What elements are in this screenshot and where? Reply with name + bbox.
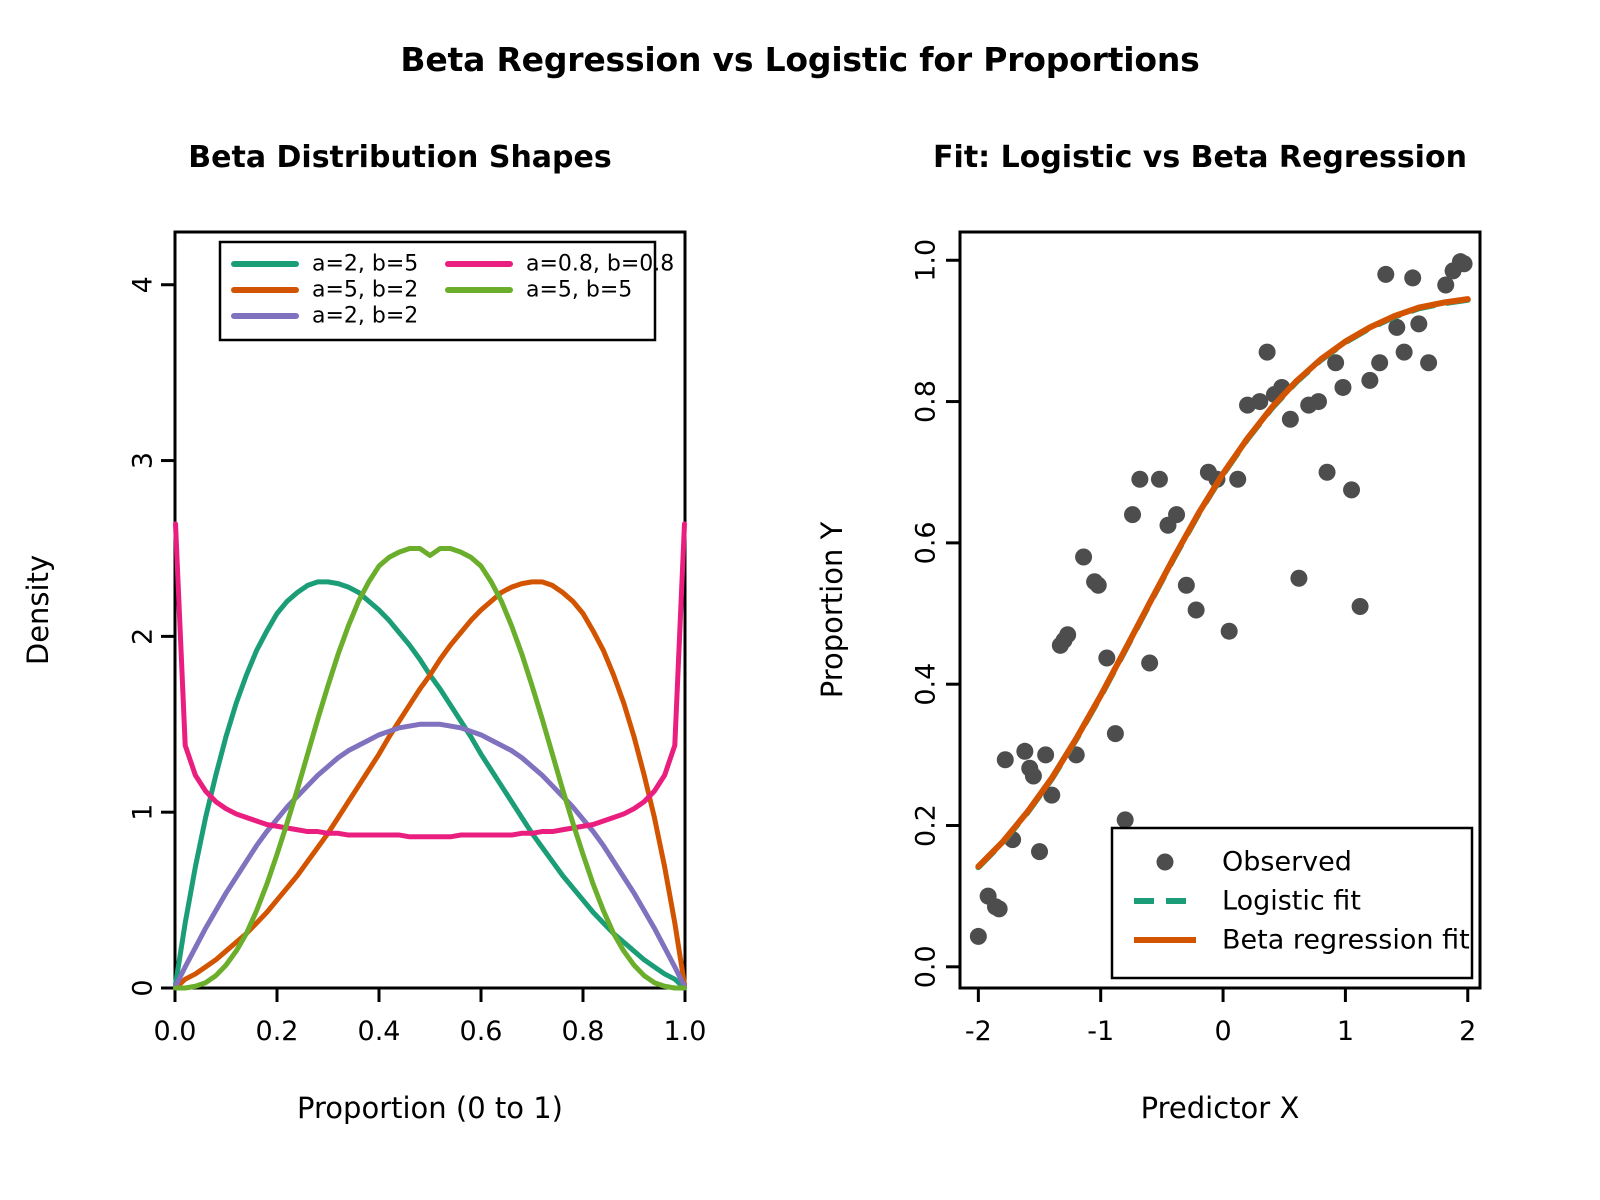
scatter-point (1150, 470, 1168, 488)
x-tick-label: -2 (965, 1016, 992, 1047)
scatter-point (1059, 626, 1077, 644)
scatter-point (1351, 597, 1369, 615)
panel-left-title: Beta Distribution Shapes (188, 140, 612, 175)
scatter-point (969, 927, 987, 945)
scatter-point (1334, 378, 1352, 396)
y-tick-label: 0.4 (911, 663, 942, 706)
scatter-point (1124, 506, 1142, 524)
scatter-point (1361, 371, 1379, 389)
density-curve (173, 721, 687, 989)
scatter-point (1404, 269, 1422, 287)
scatter-point (1395, 343, 1413, 361)
scatter-point (1420, 354, 1438, 372)
legend-marker-dot (1156, 853, 1174, 871)
plot-frame (173, 230, 687, 990)
scatter-point (1258, 343, 1276, 361)
x-tick-label: 0.4 (358, 1016, 401, 1047)
legend-label: Observed (1222, 847, 1352, 878)
y-tick-label: 2 (128, 628, 159, 645)
scatter-point (1131, 470, 1149, 488)
x-tick-label: 0.2 (256, 1016, 299, 1047)
scatter-point (1016, 742, 1034, 760)
y-tick-label: 1 (128, 804, 159, 821)
legend-label: Beta regression fit (1222, 925, 1470, 956)
scatter-point (1343, 481, 1361, 499)
scatter-point (1251, 393, 1269, 411)
scatter-point (1187, 601, 1205, 619)
x-tick-label: -1 (1087, 1016, 1114, 1047)
legend-label: Logistic fit (1222, 886, 1361, 917)
legend-label: a=5, b=5 (526, 278, 632, 303)
scatter-point (1089, 576, 1107, 594)
scatter-point (1075, 548, 1093, 566)
y-tick-label: 0.8 (911, 380, 942, 423)
beta-shapes-plot: 0.0 0.2 0.4 0.6 0.8 1.0 0 1 2 3 4 Proportion (0 to … (21, 230, 707, 1125)
figure-main-title: Beta Regression vs Logistic for Proporti… (400, 40, 1200, 79)
legend-label: a=2, b=5 (312, 252, 418, 277)
y-tick-label: 1.0 (911, 239, 942, 282)
legend-label: a=5, b=2 (312, 278, 418, 303)
x-tick-label: 0 (1214, 1016, 1231, 1047)
scatter-point (1098, 649, 1116, 667)
scatter-point (1141, 654, 1159, 672)
panel-beta-distribution-shapes: Beta Distribution Shapes 0.0 0.2 0.4 0.6 0.8… (0, 120, 800, 1180)
x-axis-title: Proportion (0 to 1) (297, 1091, 563, 1125)
x-tick-label: 1.0 (664, 1016, 707, 1047)
scatter-point (1031, 843, 1049, 861)
scatter-point (1116, 811, 1134, 829)
x-tick-label: 2 (1459, 1016, 1476, 1047)
density-curve (173, 545, 687, 991)
scatter-point (1318, 463, 1336, 481)
panel-right-title: Fit: Logistic vs Beta Regression (933, 140, 1467, 175)
y-tick-label: 3 (128, 452, 159, 469)
x-axis-title: Predictor X (1141, 1091, 1300, 1125)
scatter-point (1290, 569, 1308, 587)
fit-curve (975, 296, 1471, 870)
scatter-point (1371, 354, 1389, 372)
y-tick-label: 4 (128, 276, 159, 293)
scatter-point (1037, 746, 1055, 764)
x-tick-label: 0.8 (562, 1016, 605, 1047)
scatter-point (1309, 393, 1327, 411)
scatter-point (990, 900, 1008, 918)
scatter-point (1024, 767, 1042, 785)
scatter-point (1177, 576, 1195, 594)
y-axis-title: Proportion Y (815, 521, 849, 698)
scatter-point (1437, 276, 1455, 294)
scatter-point (1220, 622, 1238, 640)
y-tick-label: 0.2 (911, 804, 942, 847)
scatter-point (1327, 354, 1345, 372)
y-tick-label: 0 (128, 979, 159, 996)
x-tick-label: 1 (1337, 1016, 1354, 1047)
plot-frame (958, 230, 1482, 990)
panel-fit-logistic-vs-beta: Fit: Logistic vs Beta Regression -2 -1 0 1 2… (800, 120, 1600, 1180)
scatter-point (1229, 470, 1247, 488)
density-curve (173, 521, 687, 840)
scatter-point (996, 751, 1014, 769)
scatter-point (1388, 318, 1406, 336)
legend-label: a=2, b=2 (312, 304, 418, 329)
scatter-point (1455, 255, 1473, 273)
scatter-point (1410, 315, 1428, 333)
scatter-point (1168, 506, 1186, 524)
y-tick-label: 0.0 (911, 945, 942, 988)
x-tick-label: 0.6 (460, 1016, 503, 1047)
legend-label: a=0.8, b=0.8 (526, 252, 674, 277)
y-axis-title: Density (21, 555, 55, 665)
x-tick-label: 0.0 (154, 1016, 197, 1047)
scatter-point (1377, 265, 1395, 283)
scatter-point (1043, 786, 1061, 804)
scatter-point (1106, 725, 1124, 743)
y-tick-label: 0.6 (911, 521, 942, 564)
scatter-point (1281, 410, 1299, 428)
fit-comparison-plot: -2 -1 0 1 2 0.0 0.2 0.4 0.6 0.8 1.0 Predictor X Prop… (815, 230, 1482, 1125)
density-curve (173, 579, 687, 991)
